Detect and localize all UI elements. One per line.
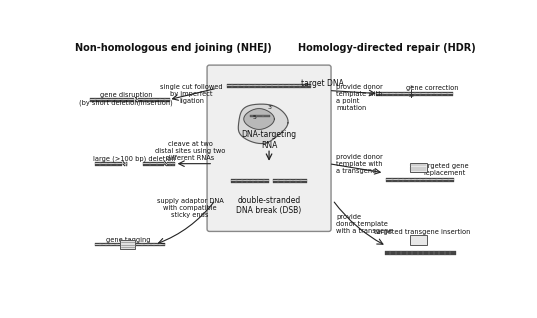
Bar bbox=[410, 234, 426, 245]
Text: *: * bbox=[409, 93, 413, 103]
Text: provide
donor template
with a transgene: provide donor template with a transgene bbox=[336, 214, 393, 234]
Text: DNA-targeting
RNA: DNA-targeting RNA bbox=[242, 130, 296, 150]
Text: gene correction: gene correction bbox=[405, 85, 458, 91]
Bar bbox=[90, 98, 134, 99]
Text: gene tagging: gene tagging bbox=[105, 237, 150, 243]
Text: large (>100 bp) deletion: large (>100 bp) deletion bbox=[92, 156, 175, 162]
Text: Non-homologous end joining (NHEJ): Non-homologous end joining (NHEJ) bbox=[75, 43, 271, 53]
Text: provide donor
template with
a transgene: provide donor template with a transgene bbox=[336, 154, 383, 174]
Polygon shape bbox=[238, 104, 288, 143]
Bar bbox=[227, 84, 311, 86]
Polygon shape bbox=[244, 109, 274, 129]
Bar bbox=[136, 243, 165, 244]
Text: 5: 5 bbox=[252, 115, 256, 120]
Text: targeted gene
replacement: targeted gene replacement bbox=[421, 163, 469, 176]
Bar bbox=[168, 164, 176, 166]
Bar bbox=[95, 243, 122, 244]
Bar bbox=[90, 100, 134, 102]
Bar bbox=[95, 162, 122, 163]
Text: single cut followed
by imperfect
ligation: single cut followed by imperfect ligatio… bbox=[161, 84, 223, 104]
Text: supply adaptor DNA
with compatible
sticky ends: supply adaptor DNA with compatible stick… bbox=[157, 198, 223, 218]
Bar bbox=[120, 240, 135, 249]
Bar bbox=[385, 251, 456, 252]
Bar bbox=[250, 114, 270, 116]
Text: 3': 3' bbox=[267, 105, 273, 110]
Text: *: * bbox=[409, 85, 413, 90]
Bar bbox=[387, 180, 454, 182]
Bar bbox=[138, 100, 170, 102]
Bar bbox=[250, 116, 270, 117]
Bar bbox=[95, 164, 122, 166]
Bar bbox=[385, 253, 456, 255]
Bar bbox=[95, 245, 122, 246]
Bar bbox=[272, 181, 307, 183]
Text: target DNA: target DNA bbox=[301, 79, 344, 88]
Bar bbox=[230, 181, 269, 183]
Text: targeted transgene insertion: targeted transgene insertion bbox=[374, 229, 470, 235]
Text: double-stranded
DNA break (DSB): double-stranded DNA break (DSB) bbox=[236, 196, 302, 215]
Bar bbox=[168, 162, 176, 163]
Bar bbox=[143, 164, 164, 166]
Bar bbox=[143, 162, 164, 163]
Text: Homology-directed repair (HDR): Homology-directed repair (HDR) bbox=[298, 43, 476, 53]
Bar bbox=[126, 164, 127, 166]
Text: gene disruption
(by short deletion/insertion): gene disruption (by short deletion/inser… bbox=[79, 92, 173, 106]
Bar bbox=[272, 179, 307, 180]
Text: cleave at two
distal sites using two
different RNAs: cleave at two distal sites using two dif… bbox=[155, 141, 226, 161]
Bar bbox=[126, 162, 127, 163]
Bar bbox=[410, 163, 426, 172]
Text: provide donor
template with
a point
mutation: provide donor template with a point muta… bbox=[336, 84, 383, 111]
Bar bbox=[230, 179, 269, 180]
Bar bbox=[387, 178, 454, 179]
Bar bbox=[138, 98, 170, 99]
Bar bbox=[376, 94, 453, 95]
FancyBboxPatch shape bbox=[207, 65, 331, 232]
Bar bbox=[136, 245, 165, 246]
Bar bbox=[376, 92, 453, 93]
Bar bbox=[227, 86, 311, 88]
